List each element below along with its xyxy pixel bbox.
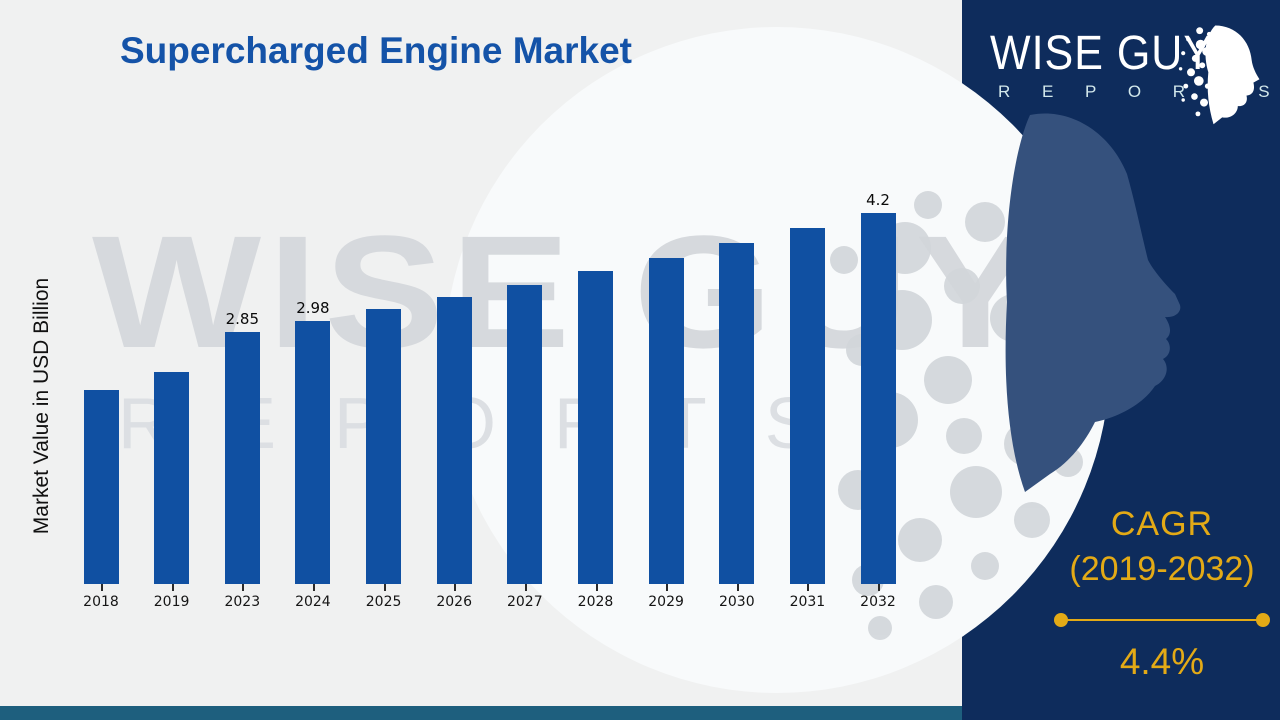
x-axis-label: 2019 xyxy=(153,594,190,610)
x-axis-tick xyxy=(101,584,103,591)
x-axis-tick xyxy=(454,584,457,591)
bar xyxy=(578,271,613,584)
bar xyxy=(154,372,190,584)
logo-face-icon xyxy=(1178,25,1260,125)
cagr-divider xyxy=(1052,613,1272,627)
logo-wiseguy-text: WISE GUY xyxy=(990,26,1214,81)
cagr-block: CAGR (2019-2032) 4.4% xyxy=(1052,505,1272,683)
bar xyxy=(860,213,896,584)
x-axis-tick xyxy=(524,584,527,591)
x-axis-label: 2028 xyxy=(577,594,614,610)
x-axis-label: 2025 xyxy=(365,594,402,610)
cagr-range: (2019-2032) xyxy=(1069,550,1255,588)
x-axis-tick xyxy=(171,584,174,591)
x-axis-label: 2023 xyxy=(224,594,261,610)
bar xyxy=(436,297,472,584)
bar xyxy=(789,228,825,584)
bar-group: 2030 xyxy=(719,243,755,610)
y-axis-title: Market Value in USD Billion xyxy=(30,277,53,535)
x-axis-tick xyxy=(595,584,598,591)
bar xyxy=(648,258,684,584)
bar xyxy=(224,332,260,584)
x-axis-label: 2030 xyxy=(718,594,755,610)
x-axis-tick xyxy=(312,584,315,591)
bar xyxy=(295,321,331,584)
bar-group: 2029 xyxy=(648,258,684,610)
bar-value-label: 4.2 xyxy=(866,191,890,209)
x-axis-tick xyxy=(242,584,245,591)
bar-group: 2.98 2024 xyxy=(295,299,331,610)
bar xyxy=(83,390,119,584)
bar-group: 2031 xyxy=(789,228,825,610)
x-axis-tick xyxy=(807,584,810,591)
bar-group: 2028 xyxy=(578,271,613,610)
x-axis-label: 2024 xyxy=(295,594,331,610)
bar-group: 2025 xyxy=(366,309,402,610)
bar-group: 2018 xyxy=(83,390,119,610)
bar-group: 2026 xyxy=(436,297,472,610)
brand-logo: WISE GUY R E P O R T S xyxy=(990,26,1280,102)
cagr-heading: CAGR xyxy=(1110,505,1214,543)
bar xyxy=(366,309,402,584)
x-axis-label: 2031 xyxy=(789,594,826,610)
chart-title: Supercharged Engine Market xyxy=(120,30,632,71)
x-axis-label: 2026 xyxy=(436,594,473,610)
divider-right-dot xyxy=(1256,613,1270,627)
bar-group: 2019 xyxy=(154,372,190,610)
bar-value-label: 2.85 xyxy=(225,310,259,328)
bar-group: 4.2 2032 xyxy=(860,191,896,610)
bar-value-label: 2.98 xyxy=(296,299,330,317)
x-axis-tick xyxy=(736,584,739,591)
cagr-value: 4.4% xyxy=(1119,641,1205,682)
x-axis-label: 2027 xyxy=(506,594,543,610)
bar xyxy=(507,285,543,584)
bottom-accent-strip xyxy=(0,706,962,720)
x-axis-label: 2032 xyxy=(860,594,896,610)
background-circle xyxy=(444,27,1110,693)
x-axis-tick xyxy=(666,584,669,591)
divider-left-dot xyxy=(1054,613,1068,627)
x-axis-label: 2018 xyxy=(83,594,119,610)
x-axis-tick xyxy=(878,584,880,591)
logo-reports-text: R E P O R T S xyxy=(998,82,1280,101)
x-axis-label: 2029 xyxy=(648,594,684,610)
x-axis-tick xyxy=(383,584,386,591)
bar-group: 2027 xyxy=(507,285,543,610)
bar-group: 2.85 2023 xyxy=(224,310,260,610)
bar xyxy=(719,243,755,584)
